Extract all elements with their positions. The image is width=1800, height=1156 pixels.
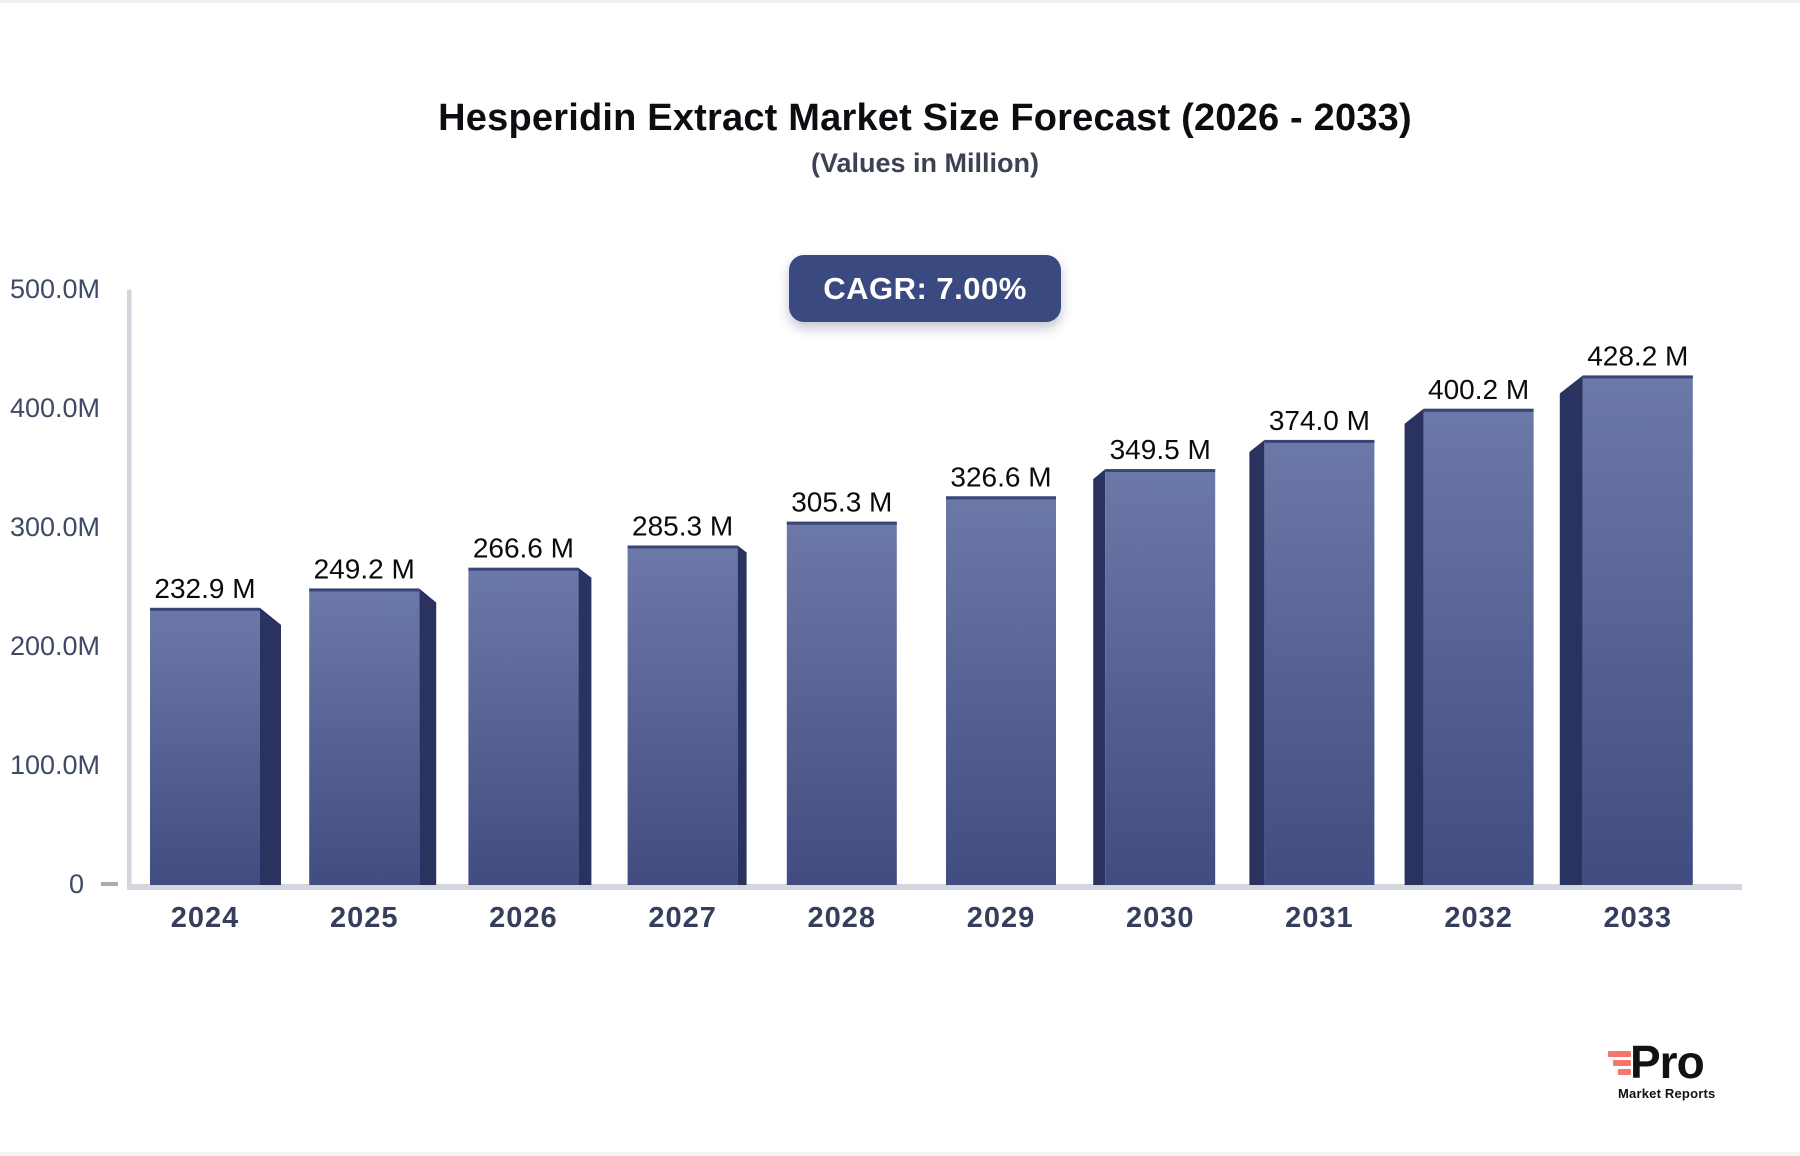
bar-side-face <box>419 588 437 885</box>
y-tick-label: 400.0M <box>10 393 100 423</box>
bar-top-edge <box>150 607 260 611</box>
bar-top-edge <box>309 588 420 592</box>
top-edge-strip <box>0 0 1800 3</box>
bar-top-edge <box>468 567 579 571</box>
bar-value-label: 374.0 M <box>1269 405 1370 436</box>
x-tick-label: 2027 <box>648 902 717 934</box>
bar-side-face <box>737 545 747 885</box>
zero-tick-dash <box>101 882 118 886</box>
x-tick-label: 2031 <box>1285 902 1354 934</box>
bar-top-edge <box>627 545 738 549</box>
chart-title: Hesperidin Extract Market Size Forecast … <box>438 97 1412 139</box>
bar-value-label: 266.6 M <box>473 533 574 564</box>
bar-value-label: 326.6 M <box>950 461 1051 492</box>
y-tick-label: 200.0M <box>10 631 100 661</box>
y-tick-label: 0 <box>69 869 84 899</box>
x-tick-label: 2024 <box>171 902 240 934</box>
bar-2024 <box>150 607 260 885</box>
bar-top-edge <box>786 521 897 525</box>
pro-market-reports-logo: Pro Market Reports <box>1608 1036 1728 1101</box>
logo-bars-icon <box>1608 1051 1631 1075</box>
y-tick-label: 100.0M <box>10 750 100 780</box>
bar-2026 <box>468 567 579 885</box>
y-tick-label: 500.0M <box>10 274 100 304</box>
bar-side-face <box>578 567 592 885</box>
bar-2030 <box>1105 469 1216 885</box>
bar-2028 <box>786 521 897 885</box>
bar-value-label: 400.2 M <box>1428 374 1529 405</box>
bar-side-face <box>1559 375 1583 885</box>
bar-side-face <box>1404 408 1424 885</box>
bar-top-edge <box>946 496 1056 500</box>
x-axis-line <box>127 884 1742 890</box>
chart-subtitle: (Values in Million) <box>810 148 1040 178</box>
bar-side-face <box>1249 439 1265 885</box>
bar-value-label: 285.3 M <box>632 510 733 541</box>
bottom-edge-strip <box>0 1152 1800 1156</box>
bar-2033 <box>1582 375 1693 885</box>
x-tick-label: 2025 <box>330 902 399 934</box>
logo-brand-text: Pro <box>1630 1036 1705 1088</box>
bar-side-face <box>260 607 281 885</box>
bar-2027 <box>627 545 738 885</box>
bar-2031 <box>1264 439 1375 885</box>
bar-2032 <box>1423 408 1534 885</box>
x-tick-label: 2033 <box>1604 902 1673 934</box>
bar-2025 <box>309 588 420 885</box>
x-tick-label: 2030 <box>1126 902 1195 934</box>
y-tick-label: 300.0M <box>10 512 100 542</box>
bar-top-edge <box>1105 469 1216 473</box>
bar-value-label: 249.2 M <box>314 553 415 584</box>
x-tick-label: 2028 <box>808 902 877 934</box>
bar-2029 <box>946 496 1056 885</box>
bar-value-label: 232.9 M <box>154 573 255 604</box>
x-tick-label: 2026 <box>489 902 558 934</box>
cagr-badge: CAGR: 7.00% <box>789 255 1061 322</box>
x-tick-label: 2029 <box>967 902 1036 934</box>
x-tick-label: 2032 <box>1444 902 1513 934</box>
bar-side-face <box>1093 469 1106 885</box>
bar-top-edge <box>1423 408 1534 412</box>
bar-value-label: 349.5 M <box>1110 434 1211 465</box>
logo-tagline-text: Market Reports <box>1618 1086 1716 1101</box>
bar-value-label: 428.2 M <box>1587 340 1688 371</box>
y-axis-line <box>127 289 132 885</box>
bar-top-edge <box>1582 375 1693 379</box>
bar-value-label: 305.3 M <box>791 487 892 518</box>
bar-top-edge <box>1264 439 1375 443</box>
